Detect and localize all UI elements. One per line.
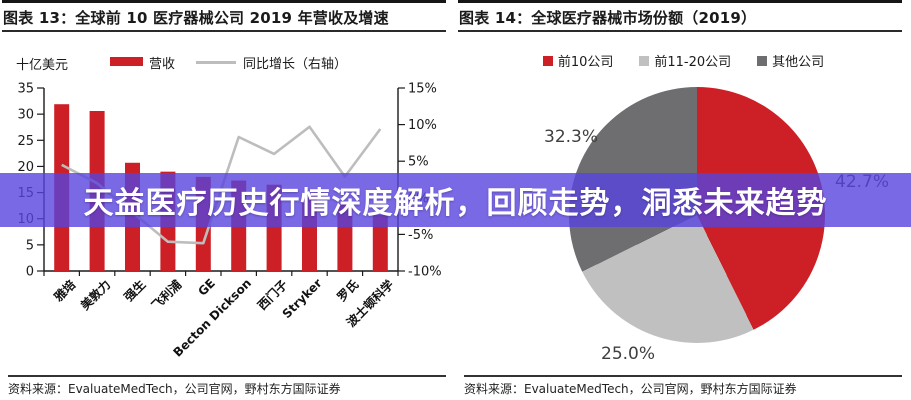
right-source-note: 资料来源：EvaluateMedTech，公司官网，野村东方国际证券	[464, 382, 797, 396]
y-left-tick-label: 5	[26, 238, 34, 253]
y-right-tick-label: 10%	[408, 118, 437, 133]
y-left-tick-label: 30	[17, 108, 34, 123]
promo-banner: 天益医疗历史行情深度解析，回顾走势，洞悉未来趋势	[0, 173, 911, 227]
promo-banner-text: 天益医疗历史行情深度解析，回顾走势，洞悉未来趋势	[83, 186, 828, 221]
right-top-rule	[458, 0, 902, 3]
legend-label-top10: 前10公司	[557, 55, 614, 70]
y-right-tick-label: -5%	[408, 228, 433, 243]
top10-swatch-icon	[542, 55, 553, 66]
rank11-20-swatch-icon	[639, 55, 650, 66]
y-right-tick-label: -10%	[408, 265, 442, 280]
legend-label-other: 其他公司	[772, 55, 825, 70]
left-source-note: 资料来源：EvaluateMedTech，公司官网，野村东方国际证券	[8, 382, 341, 396]
pie-legend: 前10公司 前11-20公司 其他公司	[456, 51, 911, 70]
y-left-tick-label: 20	[17, 160, 34, 175]
growth-legend-label: 同比增长（右轴）	[243, 57, 348, 72]
y-right-tick-label: 5%	[408, 155, 429, 170]
legend-label-11-20: 前11-20公司	[654, 55, 732, 70]
right-footer-rule	[464, 375, 902, 377]
left-top-rule	[2, 0, 446, 3]
revenue-legend-label: 营收	[149, 57, 176, 72]
right-title-underline	[458, 30, 902, 32]
left-title-underline	[2, 30, 446, 32]
left-footer-rule	[8, 375, 446, 377]
left-chart-title: 图表 13：全球前 10 医疗器械公司 2019 年营收及增速	[3, 9, 389, 27]
y-left-tick-label: 35	[17, 82, 34, 97]
pie-label-rank11-20: 25.0%	[601, 344, 656, 364]
revenue-legend-swatch	[110, 57, 143, 66]
pie-label-other-companies: 32.3%	[544, 127, 599, 147]
left-axis-unit-label: 十亿美元	[16, 58, 69, 73]
y-left-tick-label: 25	[17, 134, 34, 149]
legend-item-other: 其他公司	[757, 51, 824, 70]
right-chart-title: 图表 14：全球医疗器械市场份额（2019）	[459, 9, 757, 27]
revenue-bar	[372, 215, 388, 271]
legend-item-top10: 前10公司	[542, 51, 614, 70]
legend-item-11-20: 前11-20公司	[639, 51, 731, 70]
growth-legend-swatch	[196, 61, 236, 64]
other-swatch-icon	[757, 55, 768, 66]
y-left-tick-label: 0	[26, 265, 34, 280]
y-right-tick-label: 15%	[408, 82, 437, 97]
